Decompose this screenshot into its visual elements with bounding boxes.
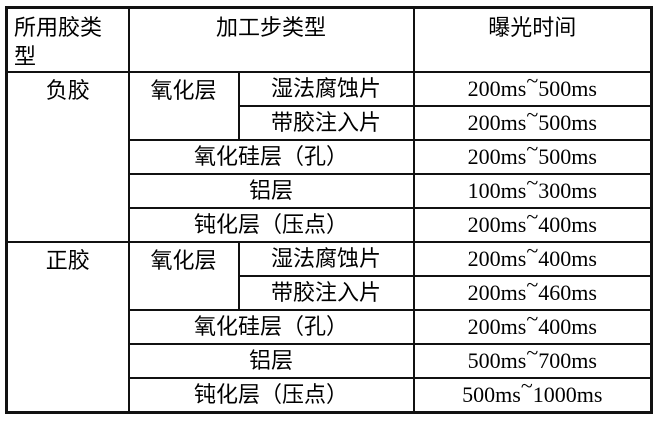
time-from: 100ms [467, 178, 527, 203]
time-to: 400ms [538, 314, 597, 339]
time-from: 500ms [467, 348, 527, 373]
exposure-time-cell: 200ms~500ms [412, 105, 653, 141]
table-row: 氧化硅层（孔） 200ms~500ms [7, 139, 653, 175]
table-row: 氧化硅层（孔） 200ms~400ms [7, 309, 653, 345]
time-to: 300ms [538, 178, 597, 203]
table-row: 带胶注入片 200ms~500ms [7, 105, 653, 141]
exposure-time-cell: 500ms~700ms [412, 343, 653, 379]
process-step-cell: 带胶注入片 [237, 275, 415, 311]
exposure-time-cell: 200ms~500ms [412, 139, 653, 175]
time-from: 200ms [467, 212, 527, 237]
exposure-time-cell: 200ms~460ms [412, 275, 653, 311]
time-to: 460ms [538, 280, 597, 305]
table-row: 正胶 氧化层 湿法腐蚀片 200ms~400ms [5, 241, 653, 413]
exposure-time-cell: 200ms~500ms [412, 71, 653, 107]
time-to: 500ms [538, 144, 597, 169]
process-step-cell: 钝化层（压点） [127, 207, 415, 243]
time-to: 500ms [538, 76, 597, 101]
header-exposure-time: 曝光时间 [412, 6, 653, 73]
time-from: 500ms [462, 381, 521, 407]
header-resist-type: 所用胶类型 [5, 6, 130, 73]
resist-type-cell: 负胶 [5, 71, 130, 243]
process-step-cell: 湿法腐蚀片 [237, 71, 415, 107]
layer-cell: 氧化层 [127, 241, 240, 311]
time-from: 200ms [467, 110, 527, 135]
process-step-cell: 氧化硅层（孔） [127, 309, 415, 345]
process-step-cell: 钝化层（压点） [127, 377, 415, 413]
time-to: 1000ms [532, 381, 603, 407]
header-row: 所用胶类型 加工步类型 曝光时间 [5, 6, 653, 73]
exposure-time-cell: 100ms~300ms [412, 173, 653, 209]
header-process-step: 加工步类型 [127, 6, 415, 73]
table-row: 钝化层（压点） 200ms~400ms [7, 207, 653, 243]
time-from: 200ms [467, 76, 527, 101]
table-row: 负胶 氧化层 湿法腐蚀片 200ms~500ms [5, 71, 653, 243]
exposure-time-cell: 500ms~1000ms [412, 377, 653, 413]
time-from: 200ms [467, 246, 527, 271]
resist-type-cell: 正胶 [5, 241, 130, 413]
exposure-time-cell: 200ms~400ms [412, 207, 653, 243]
time-to: 500ms [538, 110, 597, 135]
process-step-cell: 带胶注入片 [237, 105, 415, 141]
time-from: 200ms [467, 144, 527, 169]
process-step-cell: 铝层 [127, 343, 415, 379]
process-step-cell: 湿法腐蚀片 [237, 241, 415, 277]
table-row: 铝层 100ms~300ms [7, 173, 653, 209]
table-row: 带胶注入片 200ms~460ms [7, 275, 653, 311]
table-row: 钝化层（压点） 500ms~1000ms [7, 377, 653, 413]
process-step-cell: 氧化硅层（孔） [127, 139, 415, 175]
time-from: 200ms [467, 280, 527, 305]
exposure-time-table: 所用胶类型 加工步类型 曝光时间 负胶 氧化层 湿法腐蚀片 200ms~500m… [5, 6, 654, 414]
time-to: 700ms [538, 348, 597, 373]
table-row: 铝层 500ms~700ms [7, 343, 653, 379]
layer-cell: 氧化层 [127, 71, 240, 141]
time-to: 400ms [538, 246, 597, 271]
exposure-time-cell: 200ms~400ms [412, 309, 653, 345]
time-to: 400ms [538, 212, 597, 237]
time-from: 200ms [467, 314, 527, 339]
process-step-cell: 铝层 [127, 173, 415, 209]
exposure-time-cell: 200ms~400ms [412, 241, 653, 277]
